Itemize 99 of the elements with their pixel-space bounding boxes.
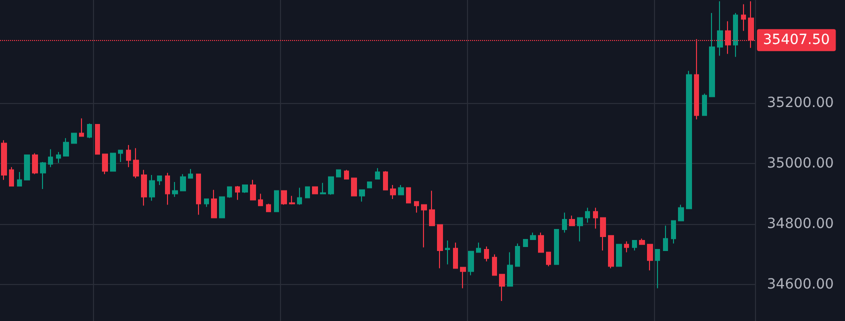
candlestick bbox=[655, 249, 660, 289]
candlestick bbox=[429, 190, 435, 226]
candlestick bbox=[211, 189, 217, 218]
candlestick bbox=[266, 203, 271, 212]
candlestick bbox=[453, 242, 458, 269]
candlestick bbox=[133, 148, 139, 179]
candlestick bbox=[383, 170, 388, 190]
candlestick bbox=[102, 154, 108, 175]
candlestick bbox=[235, 185, 240, 200]
candlestick bbox=[538, 232, 544, 253]
candlestick bbox=[141, 169, 147, 206]
candlestick bbox=[507, 252, 513, 287]
candlestick bbox=[126, 144, 131, 168]
candlestick bbox=[172, 182, 178, 198]
candlestick bbox=[149, 174, 155, 202]
candlestick bbox=[398, 184, 404, 196]
candlestick bbox=[274, 190, 279, 212]
y-tick-label: 35200.00 bbox=[767, 94, 834, 111]
candlestick bbox=[608, 235, 614, 269]
candlestick bbox=[1, 140, 7, 180]
candlestick bbox=[437, 224, 443, 269]
candlestick bbox=[328, 176, 334, 196]
candlestick bbox=[686, 70, 692, 210]
ref-line-label: 35407.50 bbox=[763, 32, 830, 48]
candlestick bbox=[196, 174, 201, 216]
candlestick bbox=[515, 242, 520, 267]
candlestick bbox=[344, 169, 349, 180]
candlestick bbox=[305, 186, 310, 198]
candlestick bbox=[219, 196, 225, 218]
candlestick bbox=[562, 212, 567, 234]
candlestick bbox=[421, 204, 427, 248]
candlestick bbox=[530, 232, 536, 240]
candlestick bbox=[577, 217, 583, 242]
candlestick bbox=[63, 138, 69, 156]
candlestick bbox=[204, 198, 209, 208]
candlestick bbox=[414, 201, 419, 214]
candlestick bbox=[56, 152, 61, 164]
candlestick bbox=[71, 132, 77, 144]
candlestick bbox=[460, 266, 466, 289]
candlestick bbox=[157, 175, 162, 186]
candlestick bbox=[593, 207, 598, 230]
candlestick bbox=[312, 186, 318, 194]
candlestick bbox=[110, 152, 116, 172]
candlestick bbox=[180, 174, 186, 192]
candlestick bbox=[320, 182, 326, 194]
candlestick bbox=[546, 252, 551, 267]
candlestick bbox=[554, 229, 559, 265]
candlestick bbox=[733, 12, 738, 58]
candlestick bbox=[24, 154, 30, 180]
candlestick bbox=[678, 204, 684, 222]
candlestick bbox=[632, 240, 637, 251]
candlestick bbox=[118, 150, 123, 163]
candlestick bbox=[624, 240, 629, 253]
candlestick bbox=[242, 184, 248, 194]
candlestick bbox=[250, 179, 256, 200]
y-tick-label: 34600.00 bbox=[767, 276, 834, 293]
candlestick bbox=[48, 148, 53, 168]
candlestick bbox=[79, 118, 84, 137]
candlestick bbox=[390, 184, 396, 200]
candlestick bbox=[523, 239, 528, 248]
candlestick bbox=[671, 220, 676, 244]
candlestick bbox=[717, 0, 723, 56]
candlestick bbox=[188, 168, 193, 179]
candlestick bbox=[663, 225, 668, 251]
candlestick bbox=[40, 162, 46, 190]
candlestick bbox=[281, 190, 287, 206]
y-tick-label: 35000.00 bbox=[767, 156, 834, 172]
candlestick bbox=[375, 168, 380, 180]
candlestick bbox=[709, 12, 715, 98]
candlestick bbox=[499, 274, 505, 302]
candlestick bbox=[87, 123, 92, 139]
candlestick bbox=[406, 187, 411, 204]
candlestick bbox=[445, 240, 450, 265]
candlestick bbox=[647, 244, 653, 271]
candlestick bbox=[639, 238, 645, 245]
candlestick bbox=[367, 182, 372, 188]
candlestick bbox=[476, 242, 481, 253]
candlestick bbox=[17, 172, 22, 186]
candlestick bbox=[616, 244, 622, 267]
candlestick bbox=[569, 215, 575, 226]
candlestick bbox=[741, 4, 746, 32]
candlestick bbox=[9, 166, 14, 186]
candlestick bbox=[95, 124, 100, 155]
candlestick bbox=[289, 195, 295, 205]
candlestick bbox=[227, 186, 232, 198]
candlestick bbox=[336, 169, 341, 178]
candlestick bbox=[165, 172, 170, 206]
candlestick bbox=[468, 250, 474, 276]
candlestick bbox=[585, 207, 590, 224]
candlestick bbox=[351, 178, 357, 196]
candlestick bbox=[492, 254, 497, 276]
candlestick bbox=[297, 187, 302, 206]
candlestick bbox=[600, 217, 606, 251]
candlestick bbox=[32, 152, 38, 175]
candlestick bbox=[702, 93, 707, 116]
candlestick bbox=[258, 193, 263, 206]
y-tick-label: 34800.00 bbox=[767, 216, 834, 232]
candlestick bbox=[484, 246, 489, 262]
candlestick bbox=[359, 189, 365, 202]
